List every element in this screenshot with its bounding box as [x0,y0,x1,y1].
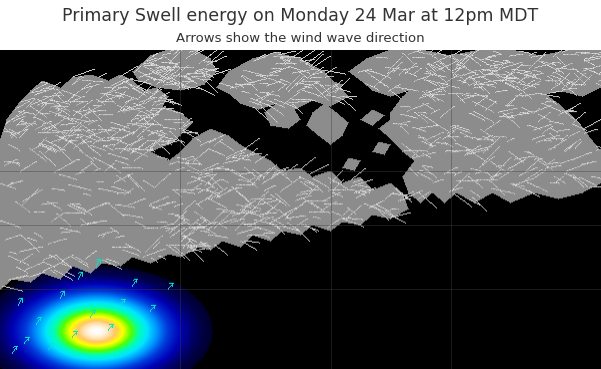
Text: Arrows show the wind wave direction: Arrows show the wind wave direction [176,32,425,45]
Text: Primary Swell energy on Monday 24 Mar at 12pm MDT: Primary Swell energy on Monday 24 Mar at… [63,7,538,25]
